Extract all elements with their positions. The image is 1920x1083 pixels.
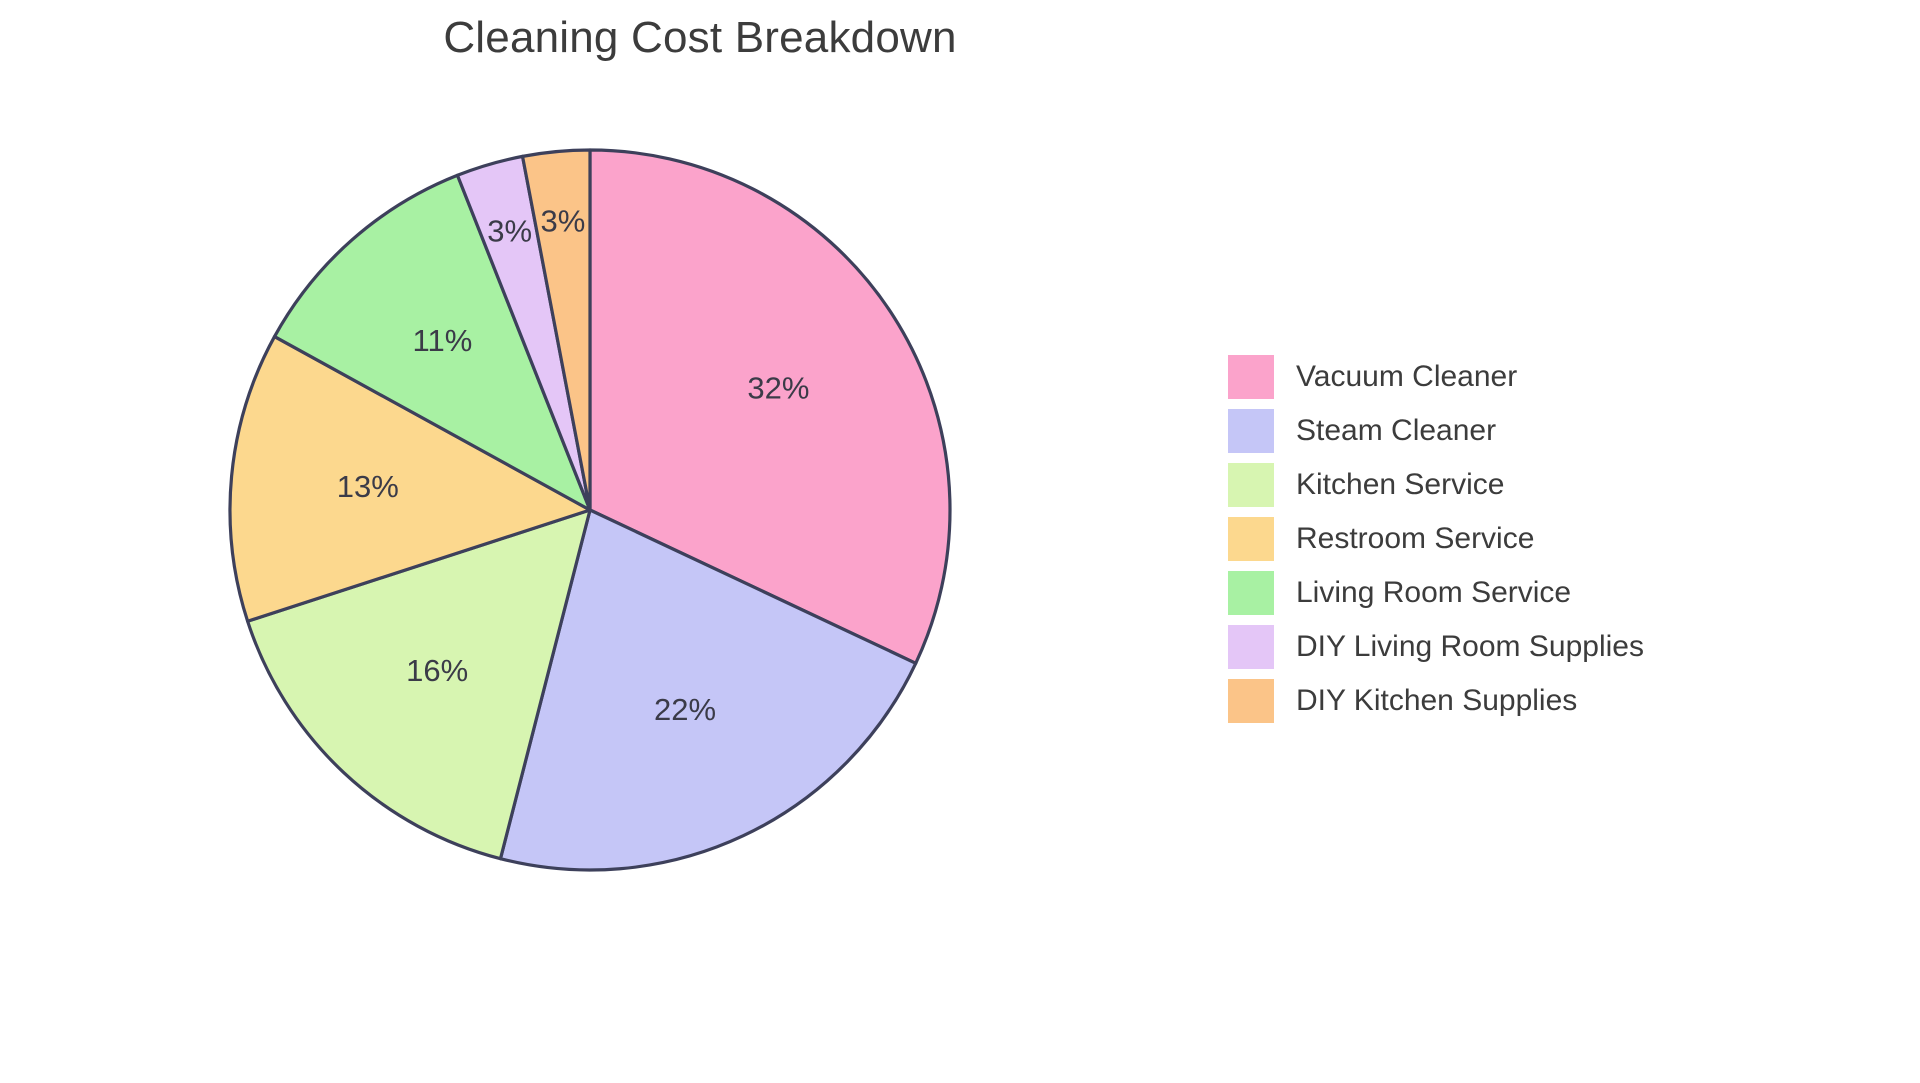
pie-slice-label: 13% xyxy=(337,469,399,504)
legend-item-label: Restroom Service xyxy=(1296,522,1535,555)
pie-slice[interactable] xyxy=(520,148,592,512)
legend-color-swatch xyxy=(1228,679,1274,723)
legend-item-label: Steam Cleaner xyxy=(1296,414,1497,447)
legend-item[interactable]: Kitchen Service xyxy=(1228,463,1644,507)
pie-slice-label: 32% xyxy=(747,371,809,406)
legend-color-swatch xyxy=(1228,625,1274,669)
legend-item-label: DIY Kitchen Supplies xyxy=(1296,684,1578,717)
pie-slice-label: 22% xyxy=(654,692,716,727)
pie-slice-labels-group: 32% 22% 16% 13% 11% 3% 3% xyxy=(337,203,810,727)
legend-item[interactable]: DIY Kitchen Supplies xyxy=(1228,679,1644,723)
legend-item-label: DIY Living Room Supplies xyxy=(1296,630,1644,663)
legend-item[interactable]: Restroom Service xyxy=(1228,517,1644,561)
pie-slice[interactable] xyxy=(246,508,592,861)
legend-item-label: Vacuum Cleaner xyxy=(1296,360,1518,393)
pie-slice[interactable] xyxy=(498,508,918,872)
pie-plot-area: 32% 22% 16% 13% 11% 3% 3% xyxy=(228,148,952,872)
legend-item-label: Kitchen Service xyxy=(1296,468,1505,501)
legend-item[interactable]: Living Room Service xyxy=(1228,571,1644,615)
pie-slice-label: 3% xyxy=(487,214,532,249)
pie-slice[interactable] xyxy=(272,173,592,512)
pie-slice[interactable] xyxy=(228,334,592,623)
legend-color-swatch xyxy=(1228,517,1274,561)
legend-color-swatch xyxy=(1228,463,1274,507)
legend-color-swatch xyxy=(1228,571,1274,615)
pie-slice-label: 3% xyxy=(540,203,585,238)
page-title: Cleaning Cost Breakdown xyxy=(443,13,957,62)
chart-legend: Vacuum Cleaner Steam Cleaner Kitchen Servi… xyxy=(1228,355,1644,723)
legend-item[interactable]: Steam Cleaner xyxy=(1228,409,1644,453)
legend-item[interactable]: DIY Living Room Supplies xyxy=(1228,625,1644,669)
legend-item[interactable]: Vacuum Cleaner xyxy=(1228,355,1644,399)
pie-slice[interactable] xyxy=(588,148,952,665)
pie-svg: 32% 22% 16% 13% 11% 3% 3% xyxy=(228,148,952,872)
pie-slices-group xyxy=(228,148,952,872)
pie-slice-label: 11% xyxy=(413,323,473,358)
pie-slice-label: 16% xyxy=(406,653,468,688)
legend-item-label: Living Room Service xyxy=(1296,576,1572,609)
legend-color-swatch xyxy=(1228,355,1274,399)
legend-color-swatch xyxy=(1228,409,1274,453)
